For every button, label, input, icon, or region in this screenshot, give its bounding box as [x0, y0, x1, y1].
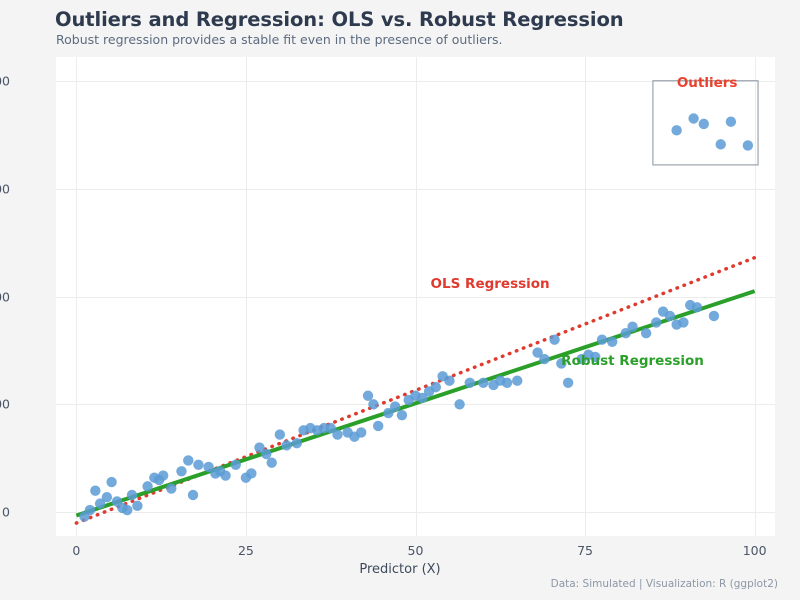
scatter-point [444, 375, 455, 386]
scatter-point [332, 429, 343, 440]
scatter-point [478, 377, 489, 389]
scatter-point [651, 317, 662, 328]
scatter-point [454, 399, 465, 410]
scatter-point [187, 489, 199, 501]
y-tick-label: 100 [0, 396, 10, 412]
scatter-point [698, 118, 709, 130]
scatter-point [596, 334, 608, 345]
scatter-point [464, 377, 475, 389]
scatter-point [640, 327, 652, 339]
annotation-ols-regression: OLS Regression [430, 275, 550, 292]
scatter-point [246, 468, 257, 479]
x-tick-label: 75 [577, 543, 594, 558]
scatter-point [389, 401, 401, 412]
scatter-point [157, 470, 169, 481]
scatter-point [383, 407, 394, 419]
gridline-vertical [415, 57, 417, 536]
scatter-point [261, 448, 272, 460]
scatter-point [291, 438, 302, 449]
scatter-point [664, 310, 676, 322]
robust-regression-line [75, 289, 756, 518]
scatter-point [84, 504, 96, 516]
x-axis-title: Predictor (X) [359, 562, 441, 577]
scatter-point [372, 420, 384, 432]
outliers-highlight-box [652, 80, 759, 166]
scatter-point [122, 504, 133, 516]
page-title: Outliers and Regression: OLS vs. Robust … [55, 8, 624, 31]
scatter-point [417, 392, 428, 404]
plot-marks [74, 80, 759, 525]
scatter-point [176, 466, 187, 477]
scatter-point [193, 459, 204, 470]
scatter-point [691, 302, 703, 313]
scatter-point [254, 442, 265, 453]
scatter-point [183, 455, 194, 466]
scatter-point [203, 461, 214, 473]
scatter-point [607, 336, 618, 348]
scatter-point [678, 317, 689, 328]
chart-caption: Data: Simulated | Visualization: R (ggpl… [550, 578, 778, 590]
scatter-point [742, 140, 754, 151]
scatter-point [281, 440, 292, 451]
annotation-robust-regression: Robust Regression [561, 353, 704, 370]
scatter-point [396, 409, 408, 421]
annotation-outliers: Outliers [676, 74, 738, 91]
scatter-point [126, 489, 138, 501]
scatter-point [142, 481, 153, 492]
scatter-point [590, 351, 601, 363]
x-tick-label: 50 [407, 543, 424, 558]
plot-panel: OLS Regression Robust Regression Outliers [56, 57, 775, 536]
scatter-point [708, 310, 720, 322]
scatter-point [532, 347, 543, 358]
scatter-point [356, 427, 367, 438]
scatter-point [368, 399, 379, 410]
scatter-point [562, 377, 574, 389]
scatter-point [90, 485, 101, 496]
scatter-point [106, 476, 117, 488]
y-tick-label: 0 [2, 504, 10, 520]
y-tick-label: 400 [0, 73, 10, 89]
x-tick-label: 0 [72, 543, 81, 558]
scatter-point [715, 139, 726, 150]
scatter-point [274, 429, 286, 440]
scatter-point [671, 125, 682, 136]
x-tick-label: 25 [237, 543, 254, 558]
scatter-point [501, 377, 513, 389]
scatter-point [166, 483, 177, 494]
scatter-point [725, 116, 737, 127]
y-tick-label: 300 [0, 181, 10, 197]
scatter-point [430, 381, 442, 393]
scatter-point [539, 353, 550, 365]
scatter-point [556, 358, 567, 369]
chart-subtitle: Robust regression provides a stable fit … [56, 32, 503, 47]
scatter-point [362, 390, 374, 401]
scatter-point [549, 334, 560, 345]
x-tick-label: 100 [742, 543, 767, 558]
gridline-vertical [76, 57, 78, 536]
scatter-point [220, 470, 231, 481]
scatter-point [132, 500, 143, 511]
scatter-point [512, 375, 523, 386]
scatter-point [101, 491, 113, 503]
y-tick-label: 200 [0, 289, 10, 304]
gridline-vertical [585, 57, 587, 536]
gridline-vertical [245, 57, 247, 536]
scatter-point [627, 321, 638, 332]
scatter-point [620, 327, 631, 339]
gridline-vertical [754, 57, 756, 536]
scatter-point [688, 113, 699, 124]
scatter-point [230, 459, 241, 470]
scatter-point [94, 498, 106, 509]
scatter-point [266, 457, 277, 468]
scatter-point [325, 422, 336, 434]
